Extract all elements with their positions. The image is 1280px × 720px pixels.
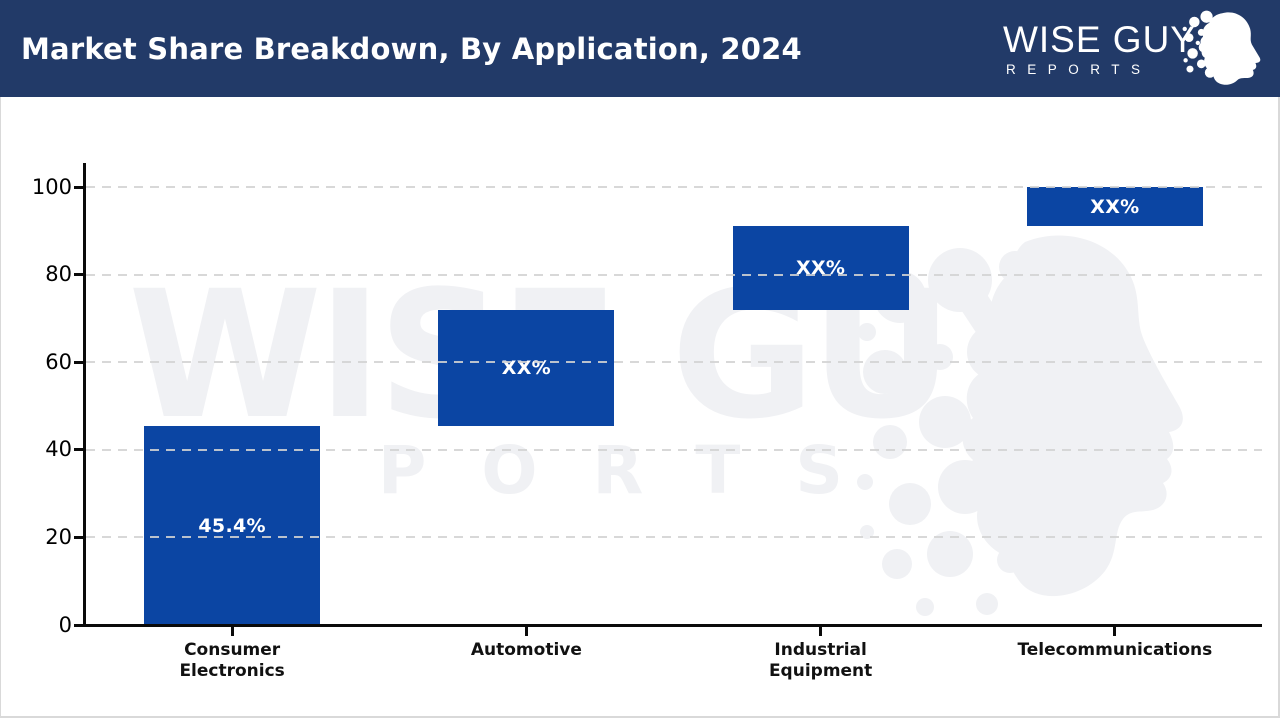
x-category-label: Automotive bbox=[470, 640, 582, 660]
y-gridline bbox=[86, 186, 1262, 188]
y-gridline bbox=[86, 536, 1262, 539]
y-tick-mark bbox=[74, 535, 83, 539]
y-gridline bbox=[86, 361, 1262, 364]
x-category-label: Telecommunications bbox=[1017, 640, 1213, 660]
bottom-border-line bbox=[0, 716, 1280, 718]
header-band: Market Share Breakdown, By Application, … bbox=[0, 0, 1280, 97]
y-tick-label: 20 bbox=[45, 524, 72, 549]
y-tick-label: 100 bbox=[31, 174, 72, 199]
y-tick-mark bbox=[74, 360, 83, 364]
x-axis-line bbox=[83, 624, 1262, 627]
y-tick-mark bbox=[74, 185, 83, 189]
x-tick-mark bbox=[230, 627, 234, 636]
watermark-head-icon bbox=[857, 235, 1183, 616]
y-tick-label: 60 bbox=[45, 349, 72, 374]
y-tick-label: 40 bbox=[45, 437, 72, 462]
y-tick-mark bbox=[74, 448, 83, 452]
right-border-line bbox=[1278, 97, 1280, 717]
bar-value-label: 45.4% bbox=[198, 514, 266, 537]
market-share-bar: XX% bbox=[732, 226, 909, 310]
x-category-label: Industrial Equipment bbox=[768, 640, 873, 682]
market-share-bar: 45.4% bbox=[144, 426, 321, 625]
x-tick-mark bbox=[1113, 627, 1117, 636]
bar-value-label: XX% bbox=[1090, 195, 1140, 218]
y-axis-line bbox=[83, 163, 86, 627]
logo-subtitle: REPORTS bbox=[1005, 61, 1152, 77]
market-share-bar: XX% bbox=[438, 309, 615, 427]
left-border-line bbox=[0, 97, 1, 717]
bar-value-label: XX% bbox=[796, 257, 846, 280]
bar-value-label: XX% bbox=[501, 356, 551, 379]
x-category-label: Consumer Electronics bbox=[179, 640, 285, 682]
y-tick-mark bbox=[74, 273, 83, 277]
logo-text: WISE GUY REPORTS bbox=[1003, 21, 1196, 77]
market-share-bar: XX% bbox=[1026, 187, 1203, 227]
logo-head-icon bbox=[1182, 10, 1261, 85]
y-tick-label: 0 bbox=[58, 612, 72, 637]
y-gridline bbox=[86, 273, 1262, 276]
y-tick-label: 80 bbox=[45, 262, 72, 287]
x-tick-mark bbox=[524, 627, 528, 636]
y-tick-mark bbox=[74, 623, 83, 627]
chart-title: Market Share Breakdown, By Application, … bbox=[21, 31, 802, 66]
x-tick-mark bbox=[819, 627, 823, 636]
wise-guy-logo: WISE GUY REPORTS bbox=[1003, 8, 1280, 90]
logo-wordmark: WISE GUY bbox=[1002, 18, 1196, 60]
y-gridline bbox=[86, 448, 1262, 451]
